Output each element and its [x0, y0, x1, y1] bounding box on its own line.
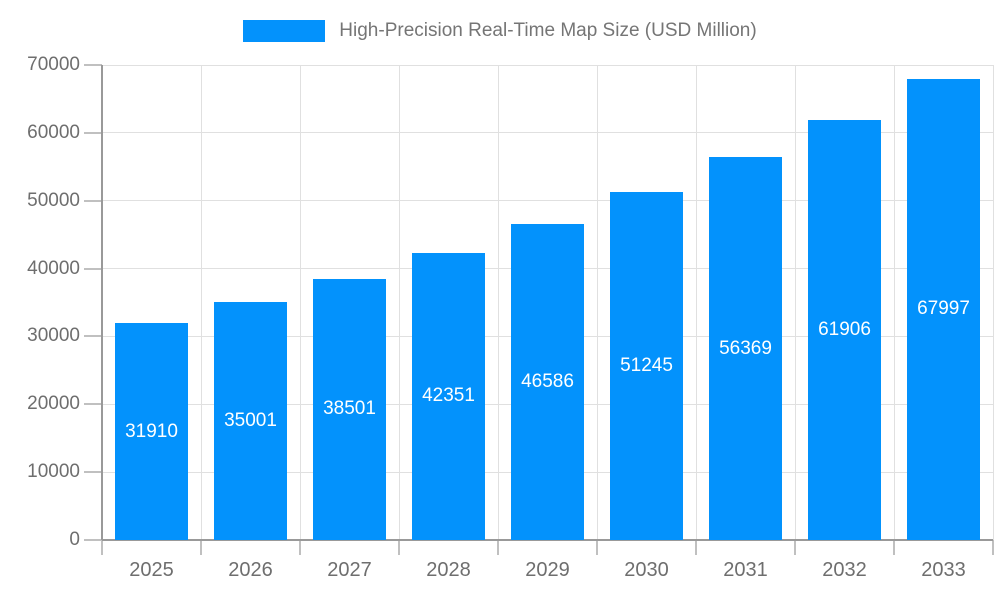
- bar-value-label: 56369: [719, 337, 772, 359]
- bar[interactable]: 31910: [115, 323, 188, 540]
- v-gridline: [794, 65, 796, 540]
- v-gridline: [497, 65, 499, 540]
- v-gridline: [992, 65, 994, 540]
- x-axis-label: 2031: [723, 559, 768, 581]
- bar-value-label: 46586: [521, 370, 574, 392]
- x-axis-tick: [200, 540, 202, 555]
- x-axis-label: 2027: [327, 559, 372, 581]
- bar[interactable]: 35001: [214, 302, 287, 540]
- bar[interactable]: 38501: [313, 278, 386, 540]
- legend-swatch: [243, 20, 326, 42]
- x-axis-tick: [893, 540, 895, 555]
- y-axis-label: 40000: [27, 257, 80, 279]
- x-axis-label: 2028: [426, 559, 471, 581]
- x-axis-tick: [101, 540, 103, 555]
- x-axis-line: [102, 539, 993, 541]
- y-axis-line: [101, 65, 103, 540]
- v-gridline: [695, 65, 697, 540]
- x-axis-label: 2033: [921, 559, 966, 581]
- x-axis-tick: [398, 540, 400, 555]
- y-axis-tick: [84, 335, 102, 338]
- bar-value-label: 35001: [224, 410, 277, 432]
- h-gridline: [102, 132, 993, 134]
- y-axis-label: 70000: [27, 54, 80, 75]
- x-axis-label: 2029: [525, 559, 570, 581]
- v-gridline: [398, 65, 400, 540]
- bar[interactable]: 51245: [610, 192, 683, 540]
- v-gridline: [299, 65, 301, 540]
- bar-value-label: 42351: [422, 385, 475, 407]
- bar-value-label: 38501: [323, 398, 376, 420]
- v-gridline: [893, 65, 895, 540]
- y-axis-tick: [84, 539, 102, 541]
- bar[interactable]: 56369: [709, 157, 782, 540]
- y-axis-tick: [84, 267, 102, 270]
- legend-label: High-Precision Real-Time Map Size (USD M…: [339, 20, 757, 41]
- y-axis-tick: [84, 131, 102, 134]
- x-axis-label: 2026: [228, 559, 273, 581]
- bar[interactable]: 61906: [808, 119, 881, 540]
- bar-value-label: 51245: [620, 355, 673, 377]
- y-axis-label: 0: [69, 529, 80, 550]
- x-axis-tick: [695, 540, 697, 555]
- y-axis-tick: [84, 199, 102, 202]
- y-axis-tick: [84, 403, 102, 406]
- bar[interactable]: 46586: [511, 223, 584, 540]
- bar-value-label: 61906: [818, 318, 871, 340]
- x-axis-tick: [596, 540, 598, 555]
- v-gridline: [596, 65, 598, 540]
- x-axis-tick: [992, 540, 994, 555]
- h-gridline: [102, 64, 993, 66]
- x-axis-label: 2032: [822, 559, 867, 581]
- bar[interactable]: 42351: [412, 252, 485, 540]
- h-gridline: [102, 200, 993, 202]
- x-axis-tick: [794, 540, 796, 555]
- bar-value-label: 31910: [125, 420, 178, 442]
- y-axis-tick: [84, 471, 102, 474]
- x-axis-label: 2025: [129, 559, 174, 581]
- y-axis-label: 60000: [27, 121, 80, 143]
- x-axis-tick: [299, 540, 301, 555]
- v-gridline: [200, 65, 202, 540]
- y-axis-label: 30000: [27, 325, 80, 347]
- y-axis-label: 50000: [27, 189, 80, 211]
- bar[interactable]: 67997: [907, 78, 980, 540]
- x-axis-label: 2030: [624, 559, 669, 581]
- chart-legend-item[interactable]: High-Precision Real-Time Map Size (USD M…: [0, 20, 1000, 42]
- bar-value-label: 67997: [917, 298, 970, 320]
- y-axis-label: 20000: [27, 393, 80, 415]
- x-axis-tick: [497, 540, 499, 555]
- y-axis-label: 10000: [27, 461, 80, 483]
- y-axis-tick: [84, 64, 102, 66]
